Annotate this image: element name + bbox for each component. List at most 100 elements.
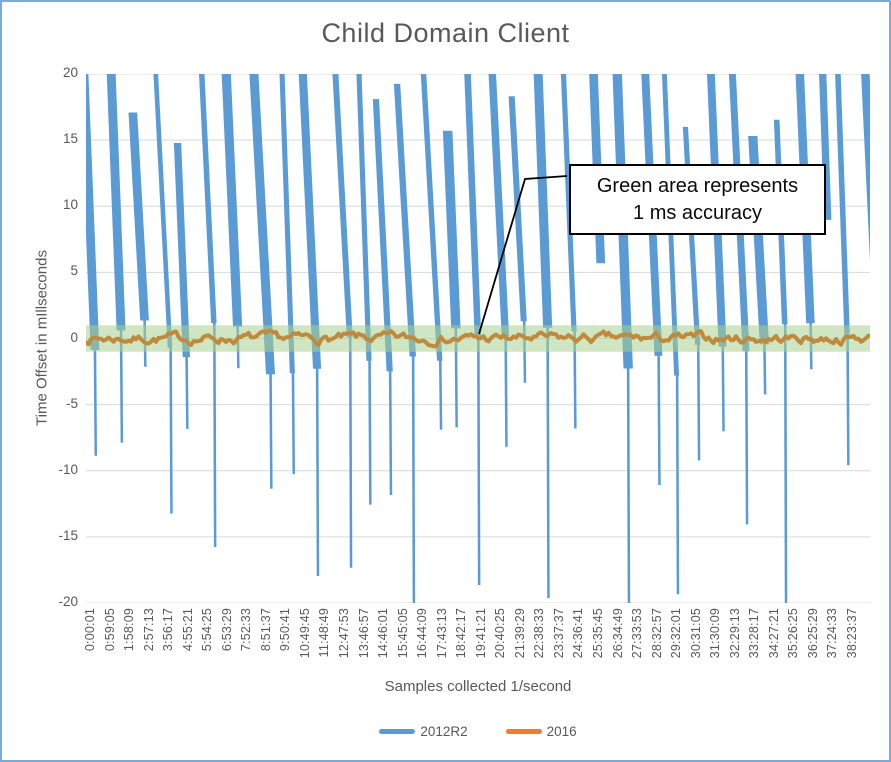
chart-title: Child Domain Client bbox=[321, 18, 570, 48]
x-tick-label-16: 15:45:05 bbox=[395, 608, 410, 659]
series-2012r2-spike bbox=[411, 348, 416, 603]
y-tick-label-10: 10 bbox=[62, 197, 78, 213]
y-tick-label--5: -5 bbox=[65, 395, 78, 411]
series-2012r2-tooth bbox=[106, 74, 126, 331]
x-tick-label-10: 9:50:41 bbox=[278, 608, 293, 652]
series-2012r2-tooth bbox=[835, 74, 850, 335]
series-2012r2-tooth bbox=[488, 74, 510, 337]
x-tick-label-34: 33:28:17 bbox=[747, 608, 762, 659]
series-2012r2-spike bbox=[783, 316, 788, 603]
x-tick-label-32: 31:30:09 bbox=[708, 608, 723, 659]
y-tick-label--20: -20 bbox=[58, 594, 78, 609]
series-2012r2-tooth bbox=[332, 74, 353, 338]
x-tick-label-30: 29:32:01 bbox=[669, 608, 684, 659]
series-2012r2-tooth bbox=[86, 74, 100, 350]
y-tick-label-5: 5 bbox=[70, 263, 78, 279]
legend: 2012R2 2016 bbox=[86, 724, 870, 739]
x-tick-label-26: 25:35:45 bbox=[591, 608, 605, 659]
series-2012r2-tooth bbox=[442, 130, 461, 329]
series-2012r2-spike bbox=[546, 319, 550, 599]
series-2012r2-tooth bbox=[153, 74, 173, 348]
x-tick-label-1: 0:59:05 bbox=[102, 608, 117, 652]
annotation-line-1: Green area represents bbox=[596, 174, 799, 197]
x-tick-label-5: 4:55:21 bbox=[180, 608, 195, 652]
x-tick-label-6: 5:54:25 bbox=[200, 608, 215, 652]
x-tick-label-31: 30:31:05 bbox=[688, 608, 703, 659]
series-2012r2-spike bbox=[477, 330, 481, 585]
x-tick-label-21: 20:40:25 bbox=[493, 608, 508, 659]
plot-area bbox=[86, 74, 870, 603]
series-2012r2-spike bbox=[315, 360, 320, 576]
x-tick-label-2: 1:58:09 bbox=[122, 608, 137, 652]
annotation-line-2: 1 ms accuracy bbox=[633, 201, 762, 224]
x-tick-label-14: 13:46:57 bbox=[356, 608, 371, 659]
series-2012r2-spike bbox=[657, 348, 661, 485]
series-2012r2-spike bbox=[269, 366, 273, 489]
legend-label-2012r2: 2012R2 bbox=[420, 724, 468, 739]
x-tick-label-20: 19:41:21 bbox=[473, 608, 488, 659]
x-tick-label-4: 3:56:17 bbox=[161, 608, 176, 652]
series-2012r2-spike bbox=[626, 360, 631, 603]
series-2012r2-tooth bbox=[560, 74, 577, 332]
x-tick-label-37: 36:25:29 bbox=[805, 608, 820, 659]
legend-item-2016: 2016 bbox=[505, 724, 577, 739]
x-axis-title: Samples collected 1/second bbox=[384, 678, 572, 695]
series-2012r2-tooth bbox=[861, 74, 870, 261]
x-tick-label-8: 7:52:33 bbox=[239, 608, 254, 652]
series-2012r2-tooth bbox=[128, 112, 149, 321]
series-2012r2-tooth bbox=[682, 126, 701, 345]
series-2012r2-tooth bbox=[173, 143, 190, 358]
series-2012r2-spike bbox=[169, 339, 173, 514]
series-2012r2-spike bbox=[185, 349, 189, 429]
series-2016-line bbox=[86, 328, 870, 349]
x-tick-label-38: 37:24:33 bbox=[825, 608, 840, 659]
x-tick-label-36: 35:26:25 bbox=[786, 608, 801, 659]
x-tick-label-22: 21:39:29 bbox=[512, 608, 527, 659]
series-2012r2-spike bbox=[291, 365, 295, 475]
series-2012r2-tooth bbox=[508, 96, 527, 322]
x-tick-label-9: 8:51:37 bbox=[258, 608, 273, 652]
series-2012r2-spike bbox=[119, 322, 124, 443]
x-tick-label-27: 26:34:49 bbox=[610, 608, 625, 659]
series-2012r2-tooth bbox=[298, 74, 322, 369]
series-2012r2-tooth bbox=[372, 99, 393, 372]
y-tick-label-15: 15 bbox=[62, 131, 78, 147]
series-2012r2-spike bbox=[213, 315, 217, 547]
series-2012r2-tooth bbox=[221, 74, 243, 327]
x-tick-label-12: 11:48:49 bbox=[317, 608, 332, 658]
y-tick-label--10: -10 bbox=[58, 461, 78, 477]
legend-swatch-2016-icon bbox=[505, 729, 542, 734]
series-2012r2-tooth bbox=[533, 74, 553, 328]
x-tick-label-13: 12:47:53 bbox=[337, 608, 351, 659]
y-tick-label--15: -15 bbox=[58, 527, 78, 543]
x-tick-label-28: 27:33:53 bbox=[630, 608, 645, 659]
x-tick-label-29: 28:32:57 bbox=[649, 608, 664, 659]
x-tick-label-24: 23:37:37 bbox=[551, 608, 566, 659]
annotation-callout-line bbox=[478, 175, 568, 335]
series-2012r2-spike bbox=[696, 337, 701, 461]
y-tick-label-0: 0 bbox=[70, 329, 78, 345]
x-tick-label-11: 10:49:45 bbox=[297, 608, 312, 659]
x-tick-label-7: 6:53:29 bbox=[219, 608, 234, 652]
x-tick-label-39: 38:23:37 bbox=[845, 608, 859, 659]
series-2012r2-tooth bbox=[249, 74, 275, 375]
legend-item-2012r2: 2012R2 bbox=[379, 724, 468, 739]
x-tick-label-35: 34:27:21 bbox=[766, 608, 781, 659]
series-2012r2-tooth bbox=[464, 74, 482, 339]
annotation-box: Green area represents 1 ms accuracy bbox=[569, 164, 826, 235]
series-2012r2-spike bbox=[348, 329, 353, 568]
series-2012r2-spike bbox=[504, 328, 508, 447]
x-tick-label-0: 0:00:01 bbox=[83, 608, 97, 652]
x-tick-label-25: 24:36:41 bbox=[571, 608, 586, 659]
series-2012r2-spike bbox=[675, 367, 680, 595]
x-tick-label-23: 22:38:33 bbox=[532, 608, 547, 659]
x-tick-label-17: 16:44:09 bbox=[415, 608, 430, 659]
series-2012r2-spike bbox=[388, 363, 393, 495]
series-2012r2-tooth bbox=[819, 74, 832, 220]
legend-swatch-2012r2-icon bbox=[379, 729, 416, 734]
y-tick-label-20: 20 bbox=[62, 65, 78, 80]
series-2012r2-tooth bbox=[279, 74, 295, 374]
series-2012r2-spike bbox=[438, 352, 443, 430]
series-2012r2-spike bbox=[846, 326, 850, 466]
